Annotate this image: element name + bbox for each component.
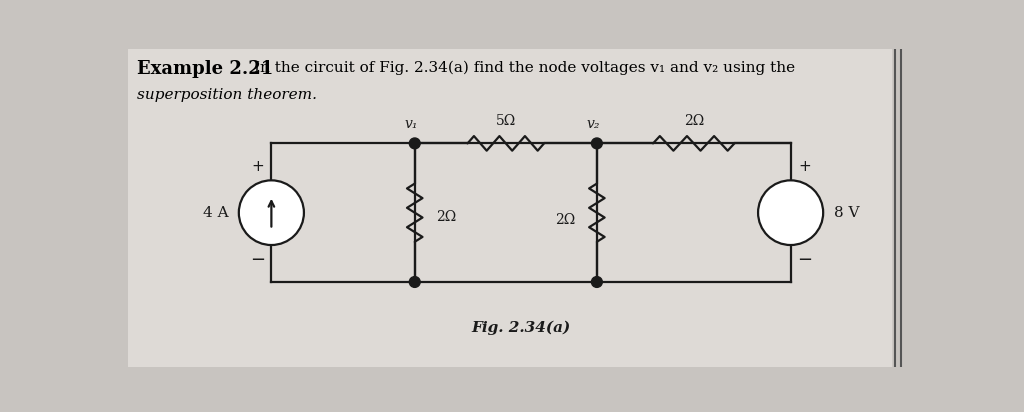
Text: superposition theorem.: superposition theorem. bbox=[137, 88, 317, 102]
Text: 2Ω: 2Ω bbox=[555, 213, 575, 227]
Text: −: − bbox=[250, 251, 265, 269]
Circle shape bbox=[410, 276, 420, 288]
Text: 2Ω: 2Ω bbox=[684, 114, 703, 128]
Text: +: + bbox=[251, 159, 264, 174]
Circle shape bbox=[592, 276, 602, 288]
Text: 2Ω: 2Ω bbox=[436, 210, 457, 224]
Text: 4 A: 4 A bbox=[203, 206, 228, 220]
Text: v₂: v₂ bbox=[587, 117, 600, 131]
Text: 8 V: 8 V bbox=[834, 206, 859, 220]
Text: −: − bbox=[797, 251, 812, 269]
Circle shape bbox=[592, 138, 602, 149]
Circle shape bbox=[758, 180, 823, 245]
Circle shape bbox=[239, 180, 304, 245]
Text: +: + bbox=[798, 159, 811, 174]
Text: Fig. 2.34(a): Fig. 2.34(a) bbox=[472, 321, 571, 335]
Text: 5Ω: 5Ω bbox=[496, 114, 516, 128]
Text: In the circuit of Fig. 2.34(a) find the node voltages v₁ and v₂ using the: In the circuit of Fig. 2.34(a) find the … bbox=[254, 60, 795, 75]
Text: Example 2.21: Example 2.21 bbox=[137, 60, 273, 78]
Text: v₁: v₁ bbox=[404, 117, 418, 131]
Circle shape bbox=[410, 138, 420, 149]
